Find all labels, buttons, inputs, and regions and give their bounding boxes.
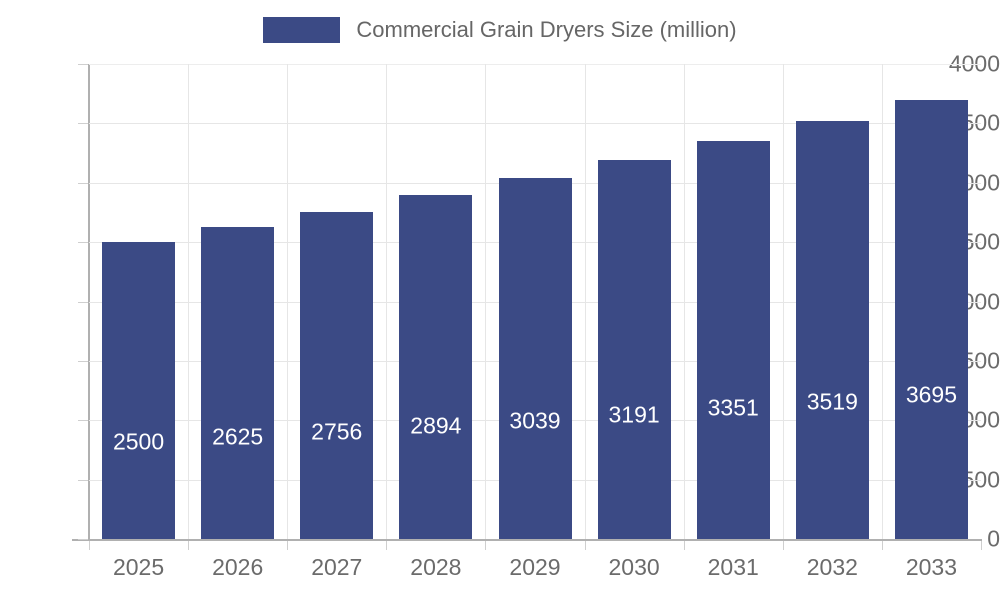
- x-axis-line: [72, 539, 982, 541]
- y-tick-mark: [78, 64, 88, 65]
- x-tick-mark: [981, 541, 982, 550]
- x-tick-label: 2030: [608, 554, 660, 580]
- y-tick-mark: [78, 539, 88, 540]
- y-tick-mark: [78, 301, 88, 303]
- y-tick-label: 500: [961, 466, 1000, 493]
- bar-value-label: 3039: [509, 407, 561, 434]
- y-tick-mark: [78, 242, 88, 244]
- y-gridline: [89, 64, 981, 65]
- x-tick-mark: [386, 541, 388, 550]
- x-tick-mark: [188, 541, 190, 550]
- bar[interactable]: 3351: [696, 141, 770, 539]
- bar-value-label: 2625: [212, 423, 264, 450]
- x-tick-mark: [287, 541, 289, 550]
- y-tick-label: 4000: [948, 50, 1000, 77]
- legend-item-commercial-grain-dryers-size[interactable]: Commercial Grain Dryers Size (million): [263, 17, 737, 43]
- bar[interactable]: 3519: [795, 121, 869, 539]
- x-gridline: [881, 64, 883, 539]
- y-tick-mark: [78, 479, 88, 481]
- x-tick-label: 2027: [311, 554, 363, 580]
- x-tick-mark: [89, 541, 90, 550]
- x-tick-mark: [683, 541, 685, 550]
- bar-value-label: 3519: [806, 388, 858, 415]
- bar[interactable]: 3695: [894, 100, 968, 539]
- x-gridline: [188, 64, 190, 539]
- x-gridline: [683, 64, 685, 539]
- bar-value-label: 3351: [707, 394, 759, 421]
- y-tick-mark: [78, 182, 88, 184]
- y-tick-mark: [78, 360, 88, 362]
- x-gridline: [386, 64, 388, 539]
- x-tick-mark: [584, 541, 586, 550]
- bar[interactable]: 2894: [399, 195, 473, 539]
- bar-value-label: 3695: [905, 381, 958, 408]
- bar-value-label: 2500: [112, 428, 165, 455]
- bar-value-label: 2756: [311, 418, 363, 445]
- bar-value-label: 3191: [608, 401, 660, 428]
- y-tick-mark: [78, 123, 88, 125]
- x-tick-label: 2031: [707, 554, 759, 580]
- x-tick-mark: [881, 541, 883, 550]
- x-tick-label: 2028: [410, 554, 462, 580]
- chart-legend: Commercial Grain Dryers Size (million): [0, 8, 1000, 52]
- bar[interactable]: 2625: [201, 227, 275, 539]
- bar[interactable]: 3191: [597, 160, 671, 539]
- y-tick-label: 0: [987, 525, 1000, 552]
- x-tick-label: 2025: [112, 554, 165, 580]
- legend-color-swatch-icon: [263, 17, 341, 43]
- x-tick-label: 2032: [806, 554, 858, 580]
- x-gridline: [782, 64, 784, 539]
- bar[interactable]: 2500: [102, 242, 176, 539]
- y-tick-mark: [78, 420, 88, 422]
- x-gridline: [584, 64, 586, 539]
- x-tick-mark: [782, 541, 784, 550]
- x-gridline: [485, 64, 487, 539]
- legend-item-label: Commercial Grain Dryers Size (million): [356, 17, 737, 42]
- x-tick-label: 2026: [212, 554, 264, 580]
- x-tick-label: 2033: [905, 554, 958, 580]
- bar[interactable]: 3039: [498, 178, 572, 539]
- plot-area: 2500 2625 2756 2894 3039 3191 3351 3519 3695: [89, 64, 981, 539]
- x-tick-mark: [485, 541, 487, 550]
- bar-value-label: 2894: [410, 412, 462, 439]
- y-gridline: [89, 123, 981, 125]
- x-tick-label: 2029: [509, 554, 561, 580]
- bar[interactable]: 2756: [300, 211, 374, 539]
- x-gridline: [287, 64, 289, 539]
